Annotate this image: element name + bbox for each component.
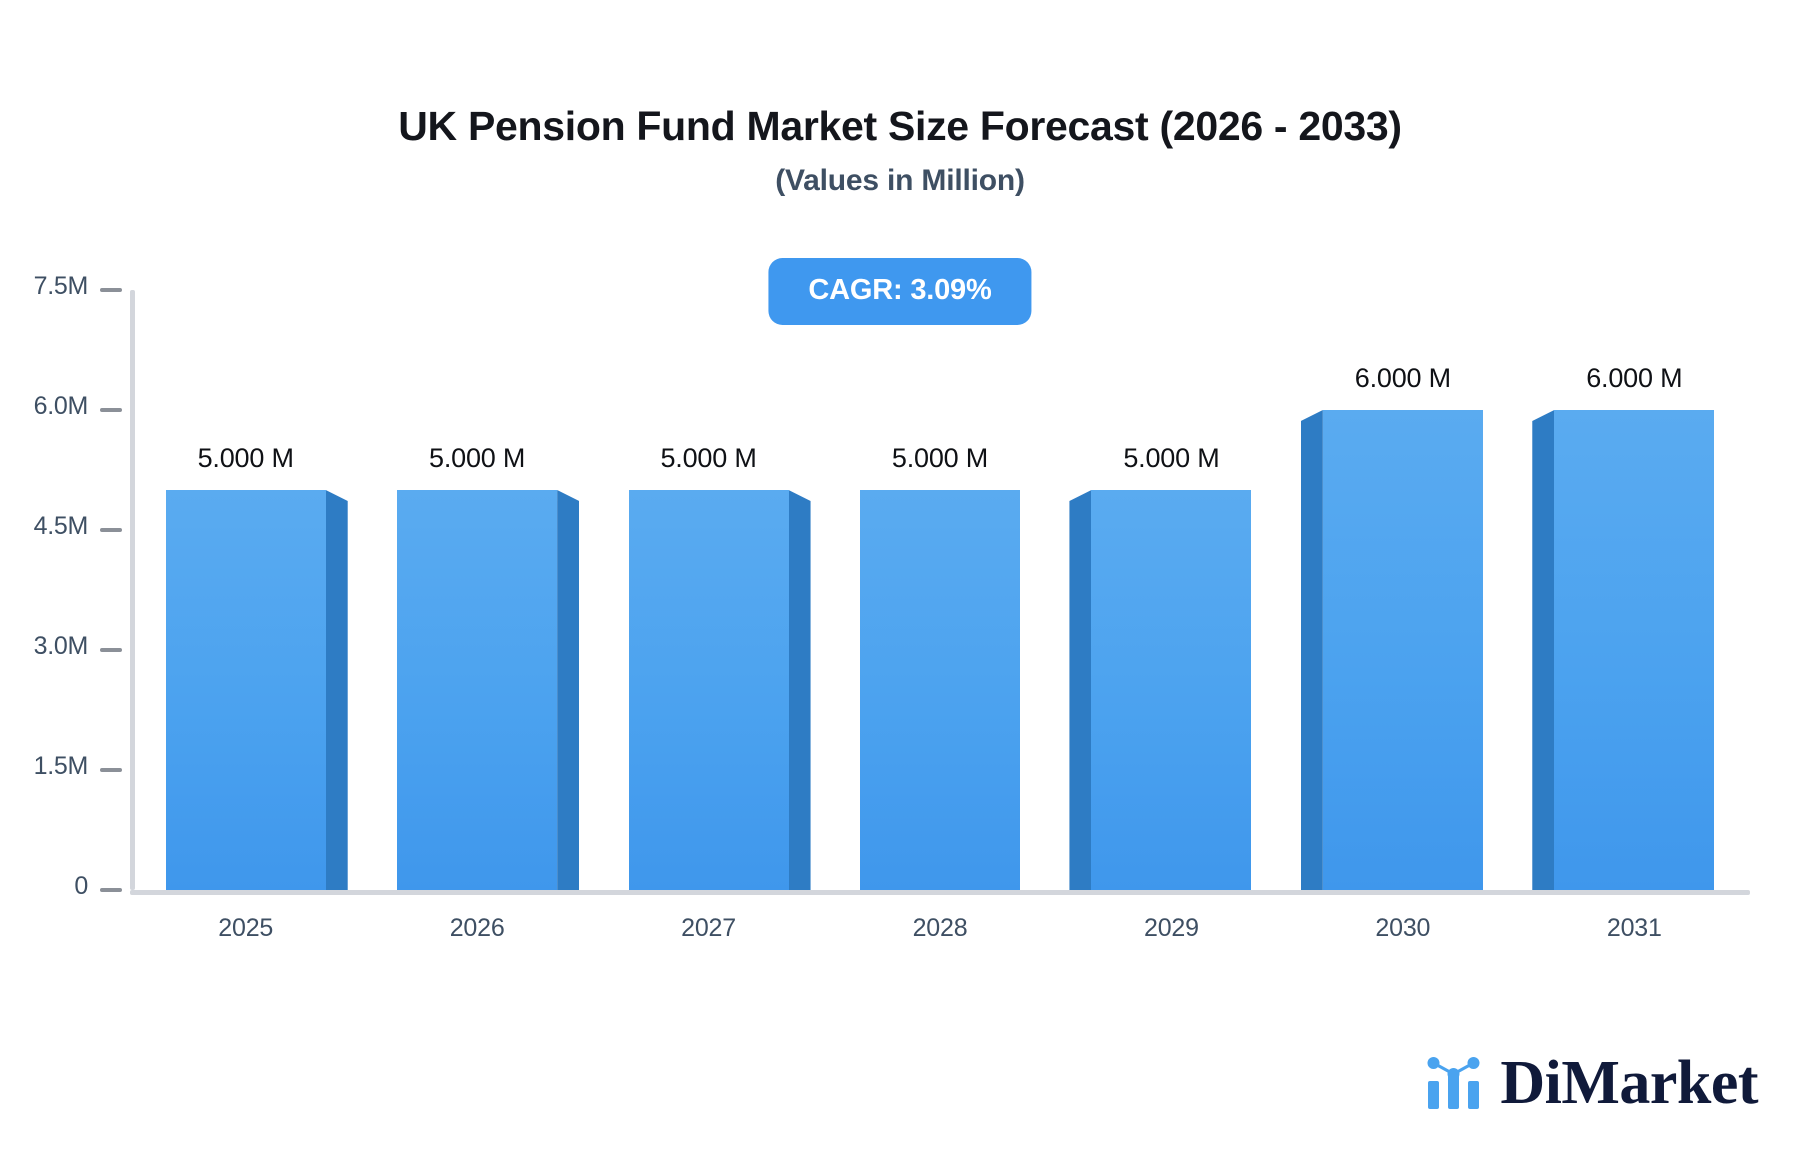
bar-value-label: 5.000 M: [429, 443, 526, 473]
y-axis-tick-mark: [100, 648, 122, 652]
x-axis-tick-label: 2031: [1606, 914, 1662, 942]
bar-value-label: 5.000 M: [197, 443, 294, 473]
x-axis-tick-label: 2030: [1375, 914, 1431, 942]
plot-area: 0 1.5M 3.0M 4.5M 6.0M 7.5M 5.000 M 2025 5.000 M…: [34, 272, 1750, 942]
x-axis-tick-label: 2029: [1144, 914, 1199, 942]
bar-group: 5.000 M 2026: [397, 290, 580, 942]
bar-side-face: [325, 490, 348, 890]
bar-face: [165, 490, 326, 890]
x-axis-tick-label: 2028: [912, 914, 968, 942]
bar-face: [1554, 410, 1715, 890]
y-axis-tick-label: 4.5M: [33, 512, 89, 540]
title-block: UK Pension Fund Market Size Forecast (20…: [0, 103, 1800, 198]
y-axis-line: [130, 290, 135, 890]
bar-side-face: [557, 490, 580, 890]
cagr-badge: CAGR: 3.09%: [768, 258, 1032, 325]
bar-group: 6.000 M 2030: [1300, 290, 1483, 942]
x-axis-line: [130, 890, 1750, 895]
y-axis-tick-label: 0: [74, 872, 88, 900]
bar-group: 6.000 M 2031: [1532, 290, 1715, 942]
y-axis-tick-label: 7.5M: [33, 272, 89, 300]
y-axis-tick-label: 1.5M: [33, 752, 89, 780]
y-axis-tick-label: 6.0M: [33, 392, 89, 420]
y-axis-tick-label: 3.0M: [33, 632, 89, 660]
bar[interactable]: [1532, 410, 1715, 890]
bar-side-face: [1532, 410, 1555, 890]
x-axis-tick-label: 2025: [218, 914, 274, 942]
bar-face: [1322, 410, 1483, 890]
bar-side-face: [1300, 410, 1323, 890]
page-title: UK Pension Fund Market Size Forecast (20…: [398, 103, 1402, 149]
bar-group: 5.000 M 2027: [628, 290, 811, 942]
bar-group: 5.000 M 2029: [1069, 290, 1252, 942]
bar[interactable]: [860, 490, 1020, 890]
bar-value-label: 5.000 M: [660, 443, 757, 473]
brand-logo: DiMarket: [1426, 1052, 1758, 1114]
bar-face: [1091, 490, 1252, 890]
bar-side-face: [1069, 490, 1092, 890]
bar-value-label: 6.000 M: [1586, 363, 1683, 393]
bar-side-face: [788, 490, 811, 890]
y-axis-tick-mark: [100, 408, 122, 412]
bar[interactable]: [397, 490, 580, 890]
bar-face: [397, 490, 558, 890]
bars-layer: 5.000 M 2025 5.000 M 2026 5.000 M 2027 5.000 M…: [130, 290, 1750, 942]
bar-value-label: 5.000 M: [1123, 443, 1220, 473]
bar-value-label: 5.000 M: [891, 443, 989, 473]
bar-face: [628, 490, 789, 890]
bar[interactable]: [1300, 410, 1483, 890]
bar[interactable]: [628, 490, 811, 890]
chart-subtitle: (Values in Million): [775, 163, 1025, 197]
y-axis-tick-mark: [100, 888, 122, 892]
y-axis-tick-mark: [100, 768, 122, 772]
bar-face: [860, 490, 1020, 890]
y-axis-tick-mark: [100, 528, 122, 532]
bar-group: 5.000 M 2025: [165, 290, 348, 942]
bar-value-label: 6.000 M: [1354, 363, 1451, 393]
y-axis-tick-mark: [100, 288, 122, 292]
x-axis-tick-label: 2026: [449, 914, 505, 942]
bar-chart-icon: [1427, 1057, 1480, 1109]
x-axis-tick-label: 2027: [681, 914, 736, 942]
brand-name: DiMarket: [1500, 1049, 1758, 1117]
bar[interactable]: [1069, 490, 1252, 890]
bar-group: 5.000 M 2028: [860, 290, 1020, 942]
bar[interactable]: [165, 490, 348, 890]
